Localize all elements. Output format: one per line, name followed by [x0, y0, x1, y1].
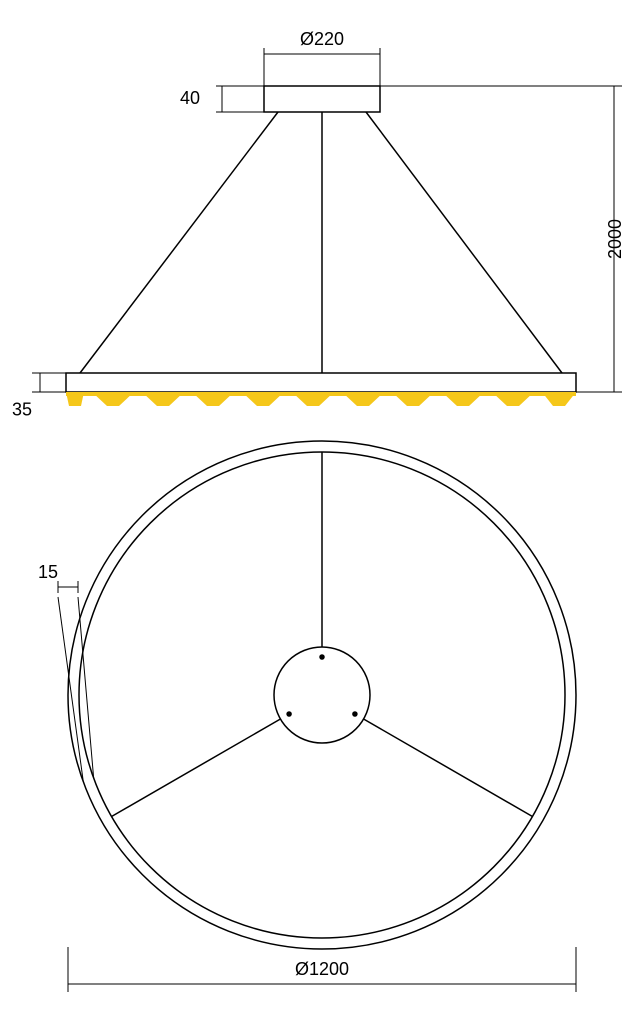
svg-text:2000: 2000	[605, 219, 625, 259]
svg-text:35: 35	[12, 399, 32, 419]
svg-text:Ø1200: Ø1200	[295, 959, 349, 979]
svg-text:15: 15	[38, 562, 58, 582]
svg-text:Ø220: Ø220	[300, 29, 344, 49]
svg-text:40: 40	[180, 88, 200, 108]
